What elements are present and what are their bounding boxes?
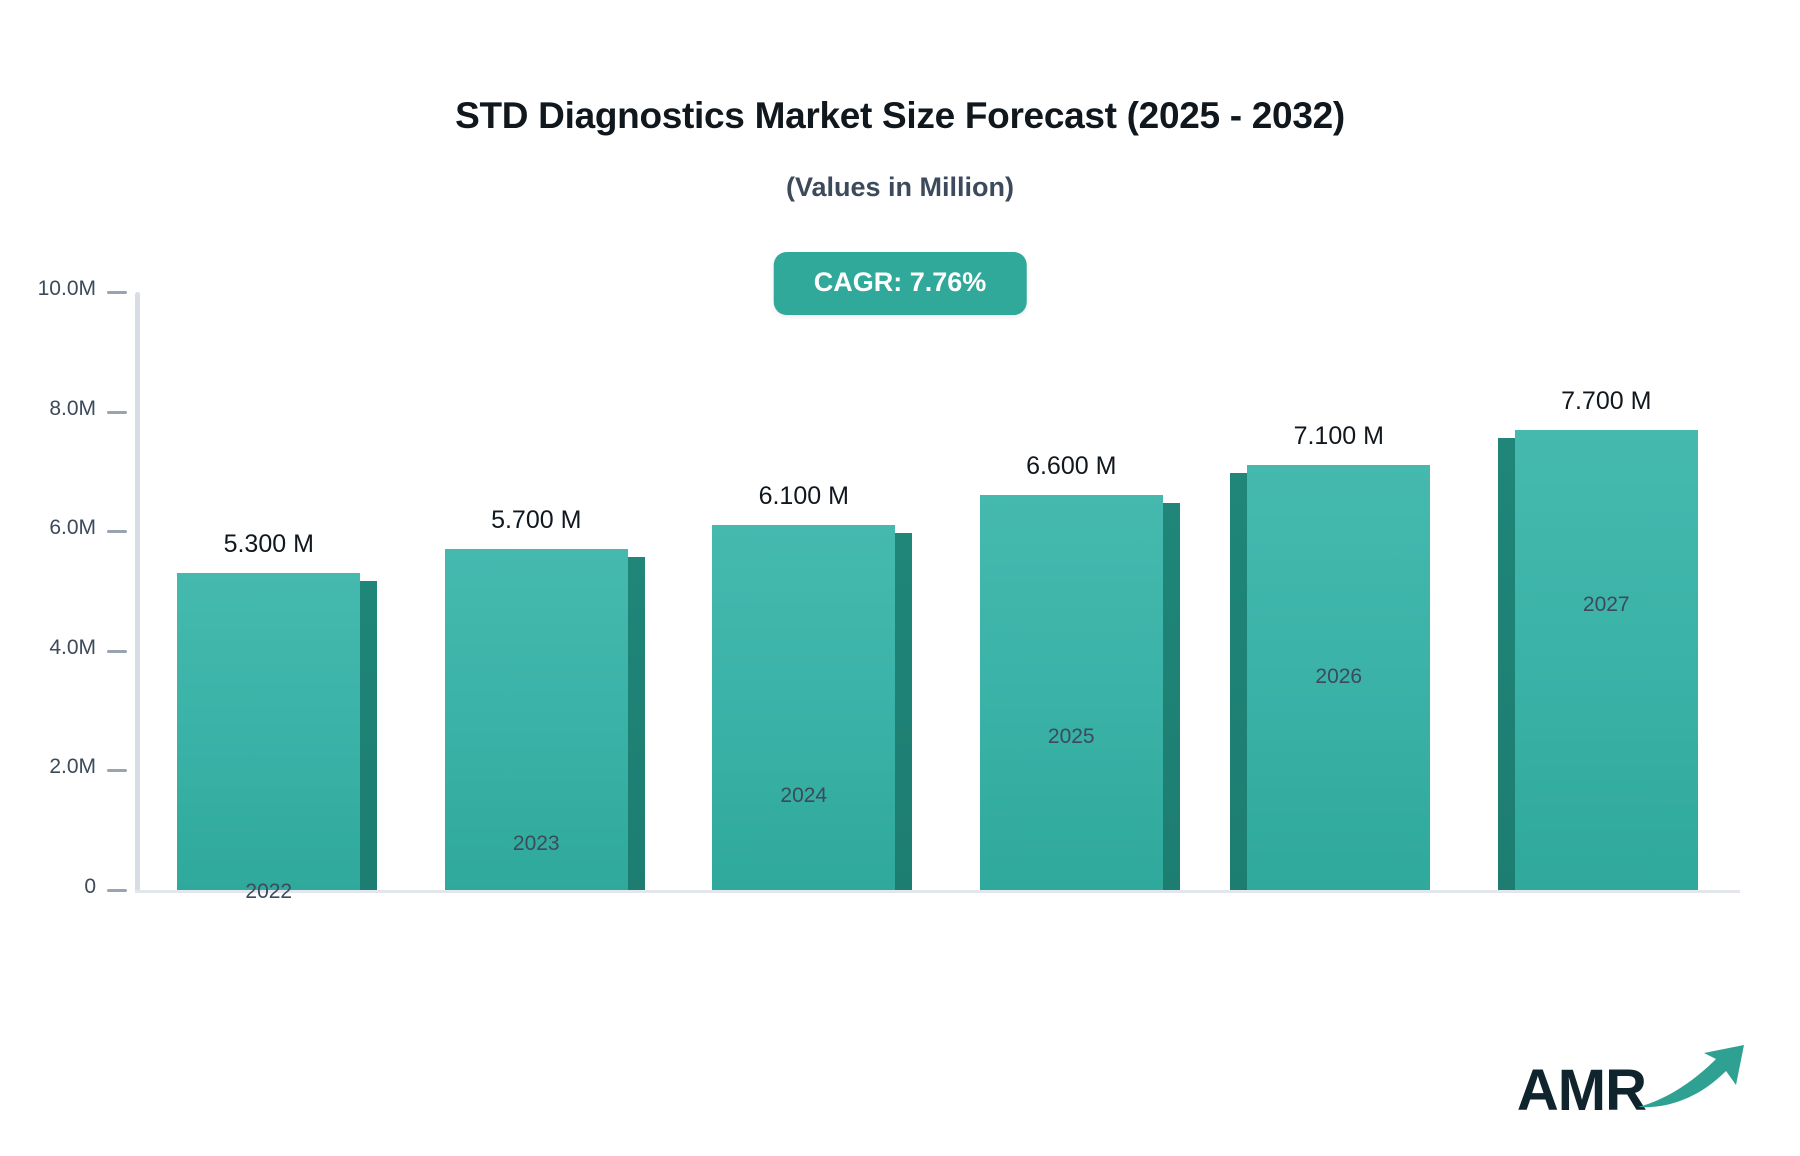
x-axis-tick-label: 2023: [512, 832, 560, 856]
y-axis-tick-label: 6.0M: [49, 516, 96, 540]
bar-column[interactable]: 6.600 M 2025: [979, 452, 1180, 890]
amr-logo: AMR: [1517, 1041, 1752, 1120]
bar-side-face: [627, 557, 645, 890]
y-axis-tick-label: 4.0M: [49, 635, 96, 659]
y-axis-tick-mark: [107, 889, 127, 892]
bar-value-label: 6.100 M: [758, 482, 849, 511]
x-axis-tick-label: 2025: [1047, 724, 1095, 748]
bar-front-face: [177, 573, 361, 890]
bar-column[interactable]: 5.300 M 2022: [177, 530, 378, 903]
y-axis-tick-label: 2.0M: [49, 755, 96, 779]
bar-value-label: 7.100 M: [1293, 422, 1384, 451]
x-axis-tick-label: 2024: [780, 784, 828, 808]
cagr-badge: CAGR: 7.76%: [773, 252, 1027, 315]
bar-side-face: [1497, 437, 1515, 890]
page-title: STD Diagnostics Market Size Forecast (20…: [455, 95, 1345, 136]
x-axis-tick-label: 2027: [1582, 593, 1630, 617]
x-axis-tick-label: 2026: [1315, 664, 1363, 688]
y-axis-tick-mark: [107, 291, 127, 294]
bar-front-face: [979, 495, 1163, 890]
bar-column[interactable]: 6.100 M 2024: [712, 482, 913, 890]
bar-value-label: 6.600 M: [1026, 452, 1117, 481]
bar-column[interactable]: 5.700 M 2023: [444, 506, 645, 890]
bar-front-face: [712, 525, 896, 890]
y-axis-tick-label: 8.0M: [49, 396, 96, 420]
bar-front-face: [1514, 429, 1698, 890]
y-axis-tick-mark: [107, 410, 127, 414]
y-axis-tick-mark: [107, 649, 127, 653]
bar-side-face: [895, 533, 913, 890]
bar-value-label: 5.300 M: [223, 530, 314, 559]
bar-front-face: [444, 549, 628, 890]
bar-side-face: [360, 581, 378, 890]
bar-side-face: [1230, 473, 1248, 890]
x-axis-tick-label: 2022: [245, 880, 293, 904]
y-axis-tick-mark: [107, 530, 127, 534]
y-axis-line: [135, 292, 140, 892]
bar-value-label: 7.700 M: [1561, 386, 1652, 415]
y-axis-tick-label: 10.0M: [37, 277, 96, 300]
chart-subtitle: (Values in Million): [785, 172, 1015, 202]
y-axis-tick-mark: [107, 769, 127, 773]
y-axis-tick-label: 0: [84, 875, 96, 898]
bar-side-face: [1162, 503, 1180, 890]
bar-front-face: [1247, 465, 1431, 890]
bar-column[interactable]: 7.100 M 2026: [1230, 422, 1431, 890]
amr-logo-text: AMR: [1516, 1058, 1647, 1123]
growth-arrow-icon: [1632, 1041, 1752, 1118]
bar-column[interactable]: 7.700 M 2027: [1497, 387, 1698, 890]
bar-value-label: 5.700 M: [491, 506, 582, 535]
chart-plot-area: 0 2.0M 4.0M 6.0M 8.0M 10.0M 5.300 M 2022 5.700 …: [38, 277, 1740, 903]
x-axis-baseline: [135, 890, 1740, 893]
